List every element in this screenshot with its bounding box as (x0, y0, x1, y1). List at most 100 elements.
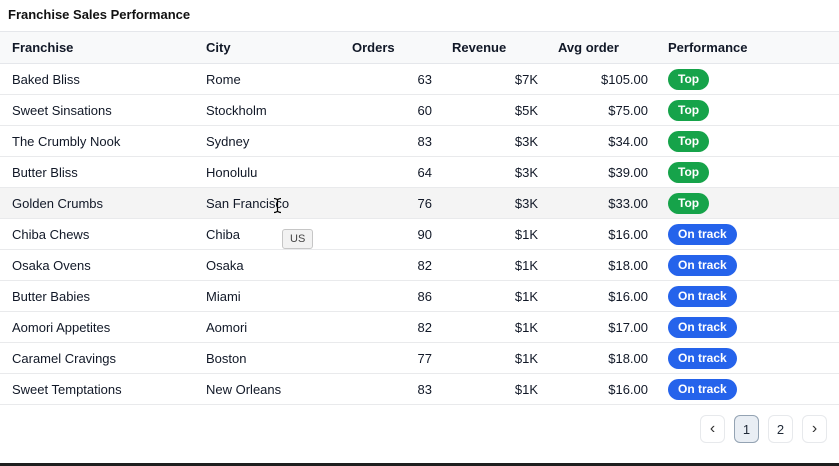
city-cell: Chiba (194, 218, 340, 250)
column-header-orders: Orders (340, 31, 440, 64)
performance-badge: On track (668, 285, 737, 307)
pagination-prev-button[interactable]: ‹ (700, 415, 725, 443)
revenue-cell: $1K (440, 249, 546, 281)
pagination-page-2[interactable]: 2 (768, 415, 793, 443)
table-row[interactable]: Sweet Sinsations Stockholm 60 $5K $75.00… (0, 94, 839, 126)
franchise-table: Franchise City Orders Revenue Avg order … (0, 31, 839, 405)
performance-cell: On track (656, 280, 839, 312)
revenue-cell: $7K (440, 63, 546, 95)
table-row[interactable]: Sweet Temptations New Orleans 83 $1K $16… (0, 373, 839, 405)
city-cell: New Orleans (194, 373, 340, 405)
revenue-cell: $5K (440, 94, 546, 126)
franchise-cell: Butter Bliss (0, 156, 194, 188)
table-row[interactable]: Butter Bliss Honolulu 64 $3K $39.00 Top (0, 156, 839, 188)
avg-order-cell: $105.00 (546, 63, 656, 95)
performance-cell: On track (656, 311, 839, 343)
city-cell: Sydney (194, 125, 340, 157)
franchise-cell: Osaka Ovens (0, 249, 194, 281)
franchise-cell: Butter Babies (0, 280, 194, 312)
country-tooltip: US (282, 229, 314, 250)
column-header-revenue: Revenue (440, 31, 546, 64)
avg-order-cell: $16.00 (546, 280, 656, 312)
column-header-city: City (194, 31, 340, 64)
performance-badge: Top (668, 99, 710, 121)
franchise-cell: Sweet Temptations (0, 373, 194, 405)
franchise-cell: Golden Crumbs (0, 187, 194, 219)
performance-badge: On track (668, 316, 737, 338)
avg-order-cell: $16.00 (546, 218, 656, 250)
orders-cell: 63 (340, 63, 440, 95)
avg-order-cell: $17.00 (546, 311, 656, 343)
performance-cell: Top (656, 63, 839, 95)
avg-order-cell: $33.00 (546, 187, 656, 219)
avg-order-cell: $18.00 (546, 249, 656, 281)
table-header-row: Franchise City Orders Revenue Avg order … (0, 31, 839, 64)
performance-badge: Top (668, 161, 710, 183)
performance-cell: Top (656, 187, 839, 219)
city-cell: San Francisco (194, 187, 340, 219)
franchise-cell: The Crumbly Nook (0, 125, 194, 157)
orders-cell: 86 (340, 280, 440, 312)
performance-cell: Top (656, 94, 839, 126)
revenue-cell: $1K (440, 311, 546, 343)
revenue-cell: $1K (440, 373, 546, 405)
franchise-cell: Aomori Appetites (0, 311, 194, 343)
orders-cell: 83 (340, 125, 440, 157)
performance-badge: On track (668, 378, 737, 400)
orders-cell: 60 (340, 94, 440, 126)
revenue-cell: $3K (440, 187, 546, 219)
performance-cell: Top (656, 156, 839, 188)
table-row[interactable]: Baked Bliss Rome 63 $7K $105.00 Top (0, 63, 839, 95)
orders-cell: 76 (340, 187, 440, 219)
revenue-cell: $1K (440, 218, 546, 250)
orders-cell: 90 (340, 218, 440, 250)
avg-order-cell: $75.00 (546, 94, 656, 126)
avg-order-cell: $18.00 (546, 342, 656, 374)
orders-cell: 83 (340, 373, 440, 405)
performance-cell: On track (656, 342, 839, 374)
performance-cell: On track (656, 373, 839, 405)
chevron-left-icon: ‹ (709, 420, 716, 437)
table-row[interactable]: Aomori Appetites Aomori 82 $1K $17.00 On… (0, 311, 839, 343)
city-cell: Aomori (194, 311, 340, 343)
column-header-avg-order: Avg order (546, 31, 656, 64)
pagination-page-1[interactable]: 1 (734, 415, 759, 443)
franchise-cell: Chiba Chews (0, 218, 194, 250)
orders-cell: 82 (340, 249, 440, 281)
pagination-next-button[interactable]: › (802, 415, 827, 443)
franchise-cell: Baked Bliss (0, 63, 194, 95)
table-row[interactable]: Caramel Cravings Boston 77 $1K $18.00 On… (0, 342, 839, 374)
table-row[interactable]: The Crumbly Nook Sydney 83 $3K $34.00 To… (0, 125, 839, 157)
performance-cell: On track (656, 218, 839, 250)
revenue-cell: $3K (440, 156, 546, 188)
city-cell: Boston (194, 342, 340, 374)
performance-badge: On track (668, 347, 737, 369)
city-cell: Rome (194, 63, 340, 95)
revenue-cell: $1K (440, 280, 546, 312)
table-row[interactable]: Butter Babies Miami 86 $1K $16.00 On tra… (0, 280, 839, 312)
column-header-franchise: Franchise (0, 31, 194, 64)
city-cell: Honolulu (194, 156, 340, 188)
performance-cell: Top (656, 125, 839, 157)
column-header-performance: Performance (656, 31, 839, 64)
avg-order-cell: $16.00 (546, 373, 656, 405)
orders-cell: 64 (340, 156, 440, 188)
avg-order-cell: $39.00 (546, 156, 656, 188)
table-row[interactable]: Golden Crumbs San Francisco 76 $3K $33.0… (0, 187, 839, 219)
performance-badge: Top (668, 68, 710, 90)
performance-cell: On track (656, 249, 839, 281)
table-body: Baked Bliss Rome 63 $7K $105.00 Top Swee… (0, 63, 839, 405)
table-row[interactable]: Chiba Chews Chiba 90 $1K $16.00 On track (0, 218, 839, 250)
franchise-cell: Sweet Sinsations (0, 94, 194, 126)
table-row[interactable]: Osaka Ovens Osaka 82 $1K $18.00 On track (0, 249, 839, 281)
revenue-cell: $3K (440, 125, 546, 157)
avg-order-cell: $34.00 (546, 125, 656, 157)
performance-badge: On track (668, 223, 737, 245)
orders-cell: 77 (340, 342, 440, 374)
revenue-cell: $1K (440, 342, 546, 374)
window-bottom-edge (0, 463, 839, 466)
performance-badge: On track (668, 254, 737, 276)
chevron-right-icon: › (811, 420, 818, 437)
orders-cell: 82 (340, 311, 440, 343)
